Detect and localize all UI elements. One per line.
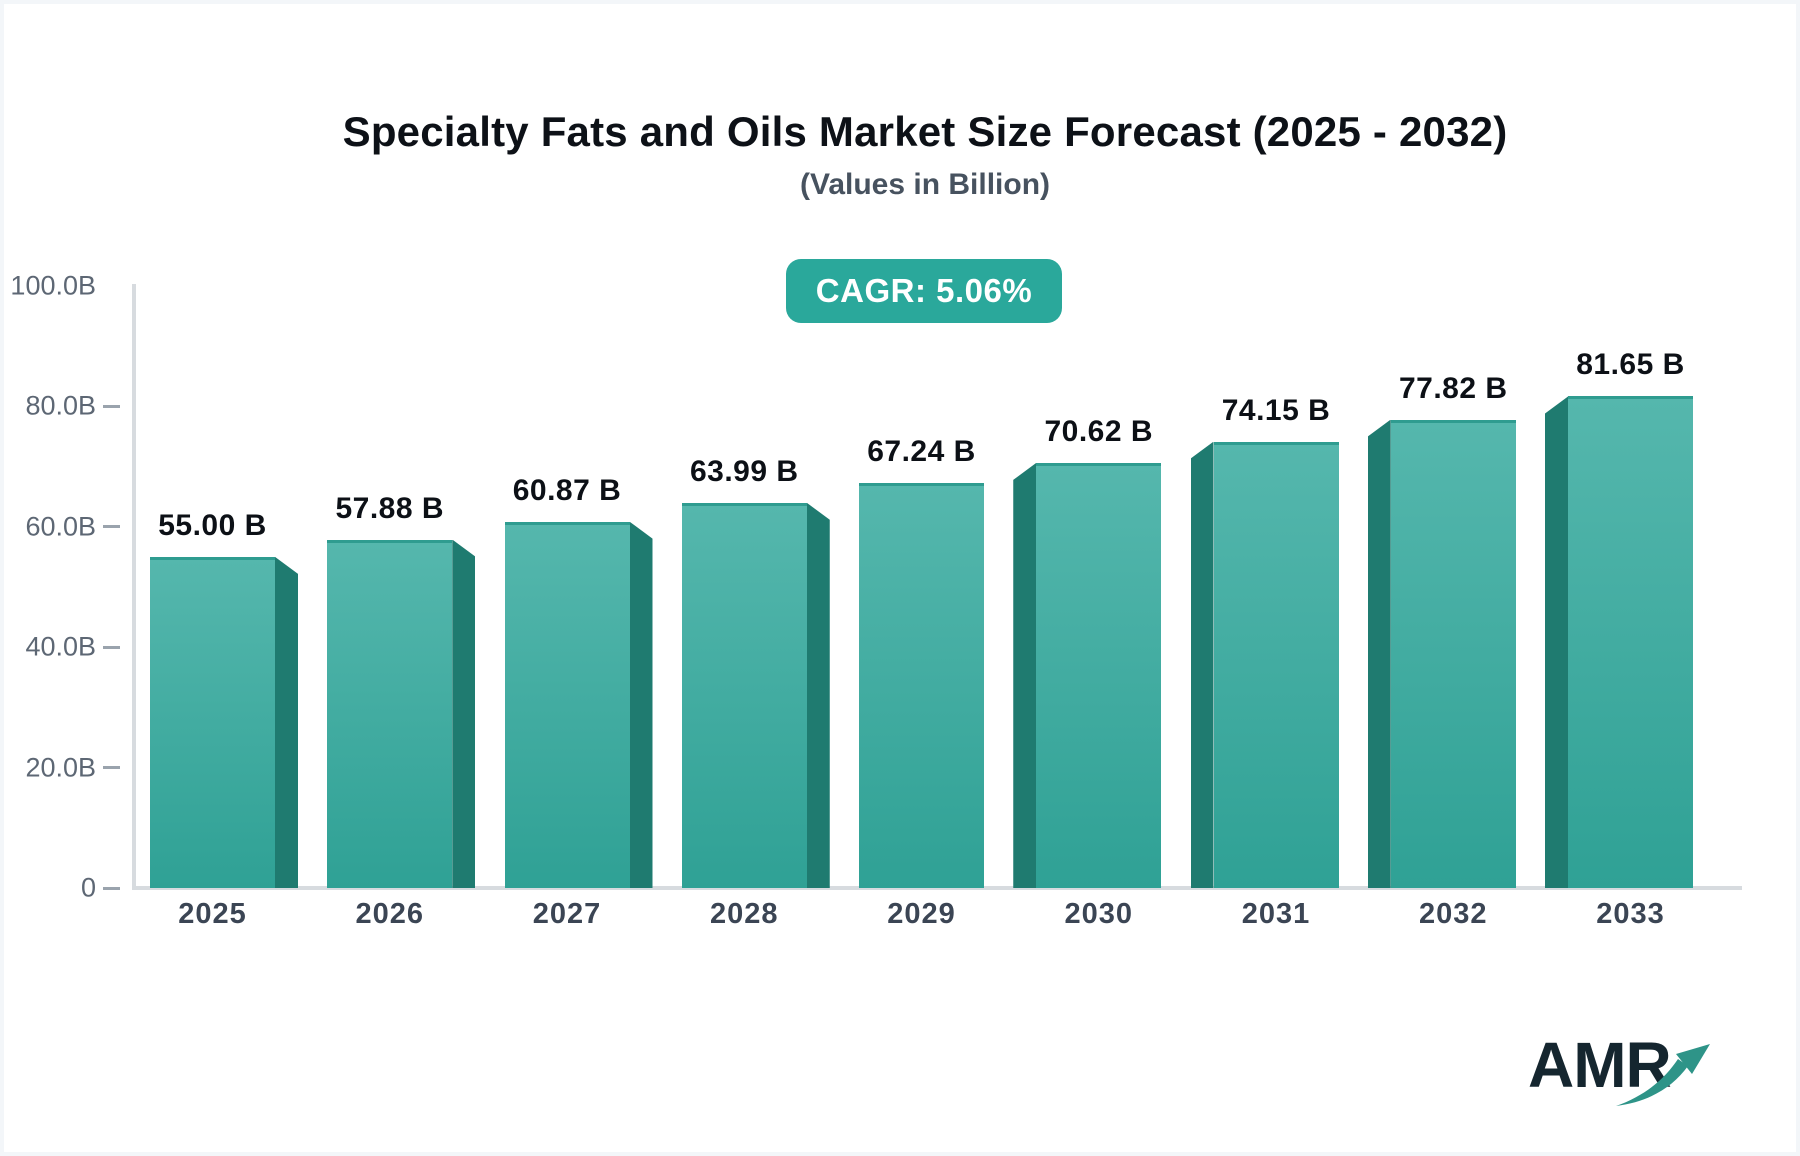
cagr-badge-label: CAGR: 5.06%: [815, 272, 1033, 309]
chart-title: Specialty Fats and Oils Market Size Fore…: [342, 108, 1508, 155]
x-axis-label-2033: 2033: [1596, 898, 1665, 930]
x-axis-label-2032: 2032: [1418, 898, 1488, 930]
y-axis-tick-label: 80.0B: [25, 390, 96, 421]
bar-2028: [681, 502, 807, 888]
y-axis-tick-dash: [103, 525, 120, 529]
x-axis-label-2027: 2027: [532, 898, 602, 930]
amr-logo: AMR: [1528, 1028, 1713, 1108]
bar-value-label: 77.82 B: [1398, 371, 1508, 405]
y-axis-tick-label: 20.0B: [25, 752, 96, 783]
bar-value-label: 67.24 B: [867, 435, 976, 469]
bar-value-label: 60.87 B: [512, 473, 622, 507]
bar-2026: [327, 539, 453, 888]
x-axis-label-2026: 2026: [355, 898, 424, 930]
y-axis-tick-label: 40.0B: [25, 631, 96, 662]
y-axis-tick-label: 100.0B: [10, 270, 96, 301]
y-axis-tick-dash: [103, 886, 120, 890]
bar-value-label: 57.88 B: [335, 491, 445, 525]
y-axis-line: [132, 284, 136, 890]
bar-value-label: 55.00 B: [158, 508, 267, 542]
amr-logo-text: AMR: [1528, 1029, 1672, 1101]
bar-2030: [1036, 462, 1162, 888]
y-axis-tick-dash: [103, 404, 120, 408]
bar-2027: [504, 521, 630, 888]
bar-2031: [1213, 441, 1339, 888]
bar-side-face: [1190, 441, 1214, 888]
x-axis-line: [132, 886, 1742, 890]
y-axis-tick-label: 60.0B: [25, 511, 96, 542]
bar-side-face: [1013, 462, 1037, 888]
bar-value-label: 81.65 B: [1576, 348, 1685, 382]
x-axis-label-2031: 2031: [1241, 898, 1311, 930]
x-axis-label-2025: 2025: [178, 898, 247, 930]
bar-2029: [859, 483, 984, 888]
y-axis-tick-dash: [103, 766, 120, 770]
bar-side-face: [1367, 419, 1391, 888]
bar-value-label: 74.15 B: [1221, 393, 1331, 427]
cagr-badge: CAGR: 5.06%: [786, 259, 1062, 323]
bar-side-face: [629, 521, 653, 888]
bar-side-face: [806, 502, 830, 888]
bar-2025: [150, 556, 275, 888]
bar-side-face: [275, 556, 298, 888]
bar-value-label: 70.62 B: [1044, 414, 1154, 448]
bar-side-face: [1545, 396, 1568, 888]
bar-value-label: 63.99 B: [689, 454, 799, 488]
y-axis-tick-label: 0: [80, 872, 96, 903]
y-axis-tick-dash: [103, 645, 120, 649]
x-axis-label-2029: 2029: [887, 898, 956, 930]
growth-arrow-icon: [1616, 1044, 1710, 1106]
chart-subtitle: (Values in Billion): [799, 168, 1051, 201]
bar-side-face: [452, 539, 476, 888]
bar-2033: [1568, 396, 1693, 888]
x-axis-label-2030: 2030: [1064, 898, 1133, 930]
x-axis-label-2028: 2028: [709, 898, 779, 930]
bar-2032: [1390, 419, 1516, 888]
